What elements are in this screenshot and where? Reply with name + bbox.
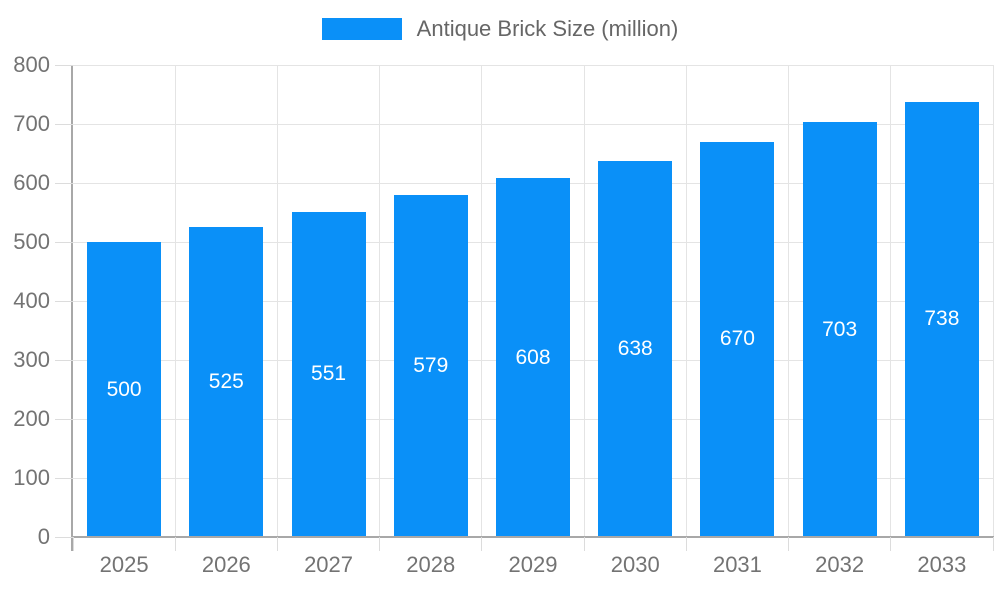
y-axis-tick-600	[55, 183, 73, 184]
bar-value-label-2030: 638	[617, 336, 653, 360]
legend-swatch	[321, 18, 402, 40]
plot-area: 500 525 551 579 608 638 670 703 738	[73, 64, 994, 537]
gridline-x-boundary-9	[992, 65, 994, 537]
bar-value-label-2027: 551	[311, 362, 347, 386]
bar-2032: 703	[802, 122, 877, 537]
y-axis-label-100: 100	[13, 465, 50, 490]
x-axis-label-2025: 2025	[99, 552, 149, 577]
x-axis-tick-6	[685, 537, 687, 551]
y-axis-label-0: 0	[37, 524, 50, 549]
x-axis-tick-9	[992, 537, 994, 551]
bar-value-label-2028: 579	[413, 354, 449, 378]
x-axis-tick-5	[583, 537, 585, 551]
gridline-x-boundary-7	[788, 65, 790, 537]
y-axis-label-200: 200	[13, 406, 50, 431]
gridline-x-boundary-4	[481, 65, 483, 537]
x-axis-tick-4	[481, 537, 483, 551]
chart-legend[interactable]: Antique Brick Size (million)	[0, 16, 1000, 42]
bar-2027: 551	[291, 211, 366, 537]
y-axis-tick-800	[55, 65, 73, 66]
y-axis-label-800: 800	[13, 52, 50, 77]
y-axis-label-700: 700	[13, 111, 50, 136]
bar-value-label-2032: 703	[822, 317, 858, 341]
y-axis-tick-500	[55, 242, 73, 243]
bar-2029: 608	[496, 178, 570, 537]
bar-value-label-2025: 500	[106, 377, 142, 401]
x-axis-label-2026: 2026	[201, 552, 251, 577]
x-axis-label-2032: 2032	[815, 552, 865, 577]
y-axis-tick-300	[55, 360, 73, 361]
x-axis-label-2030: 2030	[610, 552, 660, 577]
bar-value-label-2033: 738	[924, 307, 960, 331]
y-axis-tick-100	[55, 478, 73, 479]
y-axis-label-400: 400	[13, 288, 50, 313]
y-axis-tick-700	[55, 124, 73, 125]
y-axis-line	[71, 65, 73, 551]
bar-2025: 500	[87, 242, 162, 537]
legend-label: Antique Brick Size (million)	[416, 16, 679, 41]
gridline-y-700	[73, 123, 993, 125]
bar-2026: 525	[189, 227, 264, 537]
gridline-x-boundary-6	[685, 65, 687, 537]
x-axis-tick-1	[174, 537, 176, 551]
x-axis-tick-7	[788, 537, 790, 551]
y-axis-label-500: 500	[13, 229, 50, 254]
bar-value-label-2029: 608	[515, 345, 551, 369]
bar-value-label-2026: 525	[208, 370, 244, 394]
x-axis-tick-0	[72, 537, 74, 551]
y-axis-tick-200	[55, 419, 73, 420]
x-axis-label-2031: 2031	[712, 552, 762, 577]
gridline-y-800	[73, 64, 993, 66]
bar-2028: 579	[393, 195, 468, 537]
bar-2030: 638	[598, 160, 673, 537]
bar-value-label-2031: 670	[719, 327, 755, 351]
x-axis-tick-3	[379, 537, 381, 551]
x-axis-tick-2	[276, 537, 278, 551]
bar-2033: 738	[904, 101, 979, 537]
gridline-x-boundary-8	[890, 65, 892, 537]
gridline-x-boundary-5	[583, 65, 585, 537]
x-axis-label-2029: 2029	[508, 552, 558, 577]
x-axis-line	[71, 536, 994, 538]
gridline-x-boundary-3	[379, 65, 381, 537]
y-axis-tick-0	[55, 537, 73, 538]
y-axis-tick-400	[55, 301, 73, 302]
x-axis-tick-8	[890, 537, 892, 551]
x-axis-label-2028: 2028	[406, 552, 456, 577]
bar-2031: 670	[700, 141, 775, 537]
gridline-x-boundary-2	[276, 65, 278, 537]
x-axis-label-2033: 2033	[917, 552, 967, 577]
y-axis-label-300: 300	[13, 347, 50, 372]
y-axis-label-600: 600	[13, 170, 50, 195]
x-axis-label-2027: 2027	[304, 552, 354, 577]
gridline-x-boundary-1	[174, 65, 176, 537]
